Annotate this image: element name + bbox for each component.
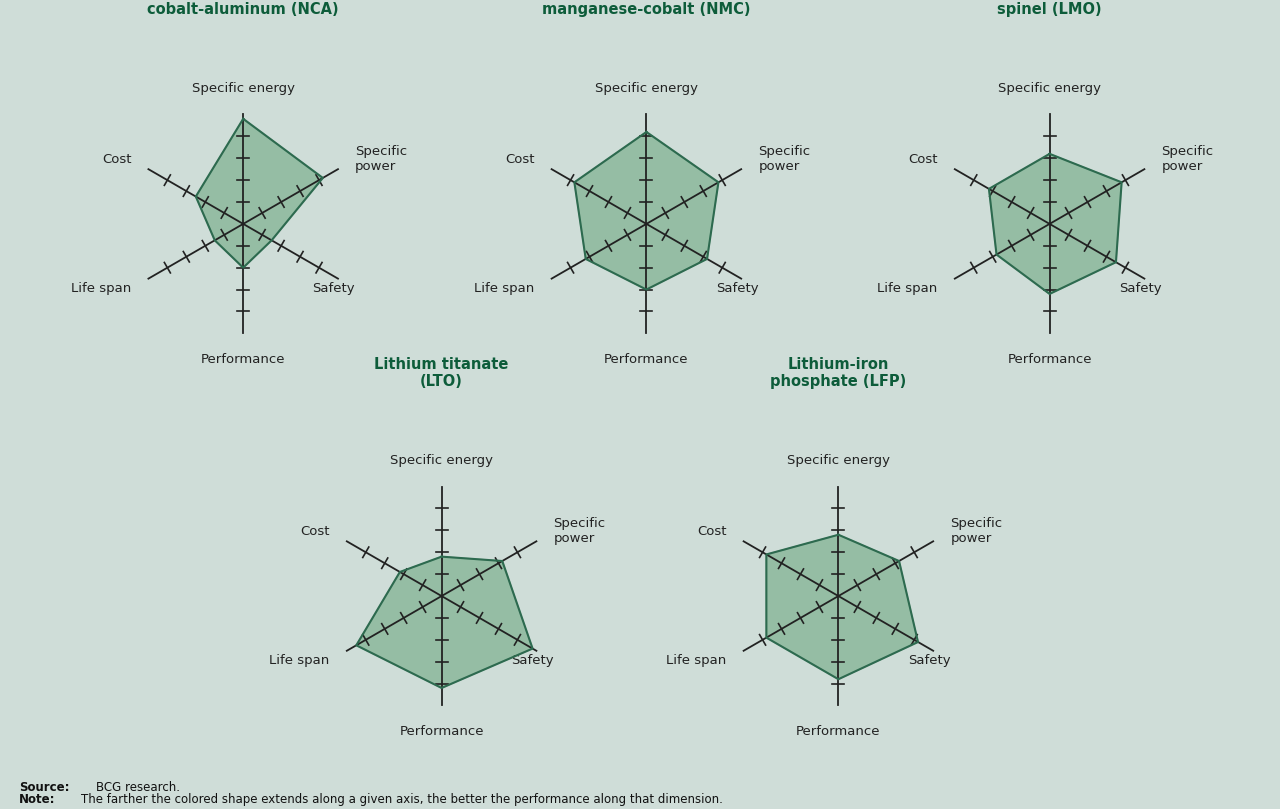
Polygon shape <box>989 154 1121 294</box>
Title: Lithium titanate
(LTO): Lithium titanate (LTO) <box>375 357 508 389</box>
Text: Life span: Life span <box>667 654 727 667</box>
Title: Lithium-iron
phosphate (LFP): Lithium-iron phosphate (LFP) <box>771 357 906 389</box>
Text: Life span: Life span <box>878 282 938 295</box>
Text: Specific energy: Specific energy <box>998 82 1101 95</box>
Title: Lithium-manganese
spinel (LMO): Lithium-manganese spinel (LMO) <box>968 0 1132 17</box>
Text: Performance: Performance <box>1007 353 1092 366</box>
Text: Cost: Cost <box>909 153 938 166</box>
Text: Specific
power: Specific power <box>758 146 810 173</box>
Text: Life span: Life span <box>475 282 535 295</box>
Text: BCG research.: BCG research. <box>96 781 180 794</box>
Text: Cost: Cost <box>102 153 132 166</box>
Text: Safety: Safety <box>312 282 355 295</box>
Text: Life span: Life span <box>270 654 330 667</box>
Text: Life span: Life span <box>72 282 132 295</box>
Text: Safety: Safety <box>1119 282 1161 295</box>
Text: The farther the colored shape extends along a given axis, the better the perform: The farther the colored shape extends al… <box>81 794 722 807</box>
Text: Performance: Performance <box>796 725 881 738</box>
Text: Cost: Cost <box>301 525 330 538</box>
Text: Specific
power: Specific power <box>1161 146 1213 173</box>
Text: Source:: Source: <box>19 781 69 794</box>
Text: Cost: Cost <box>698 525 727 538</box>
Text: Performance: Performance <box>604 353 689 366</box>
Polygon shape <box>356 557 532 688</box>
Text: Specific
power: Specific power <box>355 146 407 173</box>
Text: Specific energy: Specific energy <box>390 454 493 467</box>
Text: Specific energy: Specific energy <box>787 454 890 467</box>
Text: Specific energy: Specific energy <box>192 82 294 95</box>
Text: Performance: Performance <box>201 353 285 366</box>
Text: Specific
power: Specific power <box>950 518 1002 545</box>
Title: Lithium-nickel-
cobalt-aluminum (NCA): Lithium-nickel- cobalt-aluminum (NCA) <box>147 0 339 17</box>
Text: Cost: Cost <box>506 153 535 166</box>
Text: Note:: Note: <box>19 794 56 807</box>
Text: Performance: Performance <box>399 725 484 738</box>
Text: Safety: Safety <box>511 654 553 667</box>
Text: Safety: Safety <box>908 654 950 667</box>
Title: Lithium-nickel-
manganese-cobalt (NMC): Lithium-nickel- manganese-cobalt (NMC) <box>543 0 750 17</box>
Polygon shape <box>196 119 323 268</box>
Text: Specific energy: Specific energy <box>595 82 698 95</box>
Polygon shape <box>767 535 918 680</box>
Text: Specific
power: Specific power <box>553 518 605 545</box>
Polygon shape <box>575 132 718 290</box>
Text: Safety: Safety <box>716 282 758 295</box>
